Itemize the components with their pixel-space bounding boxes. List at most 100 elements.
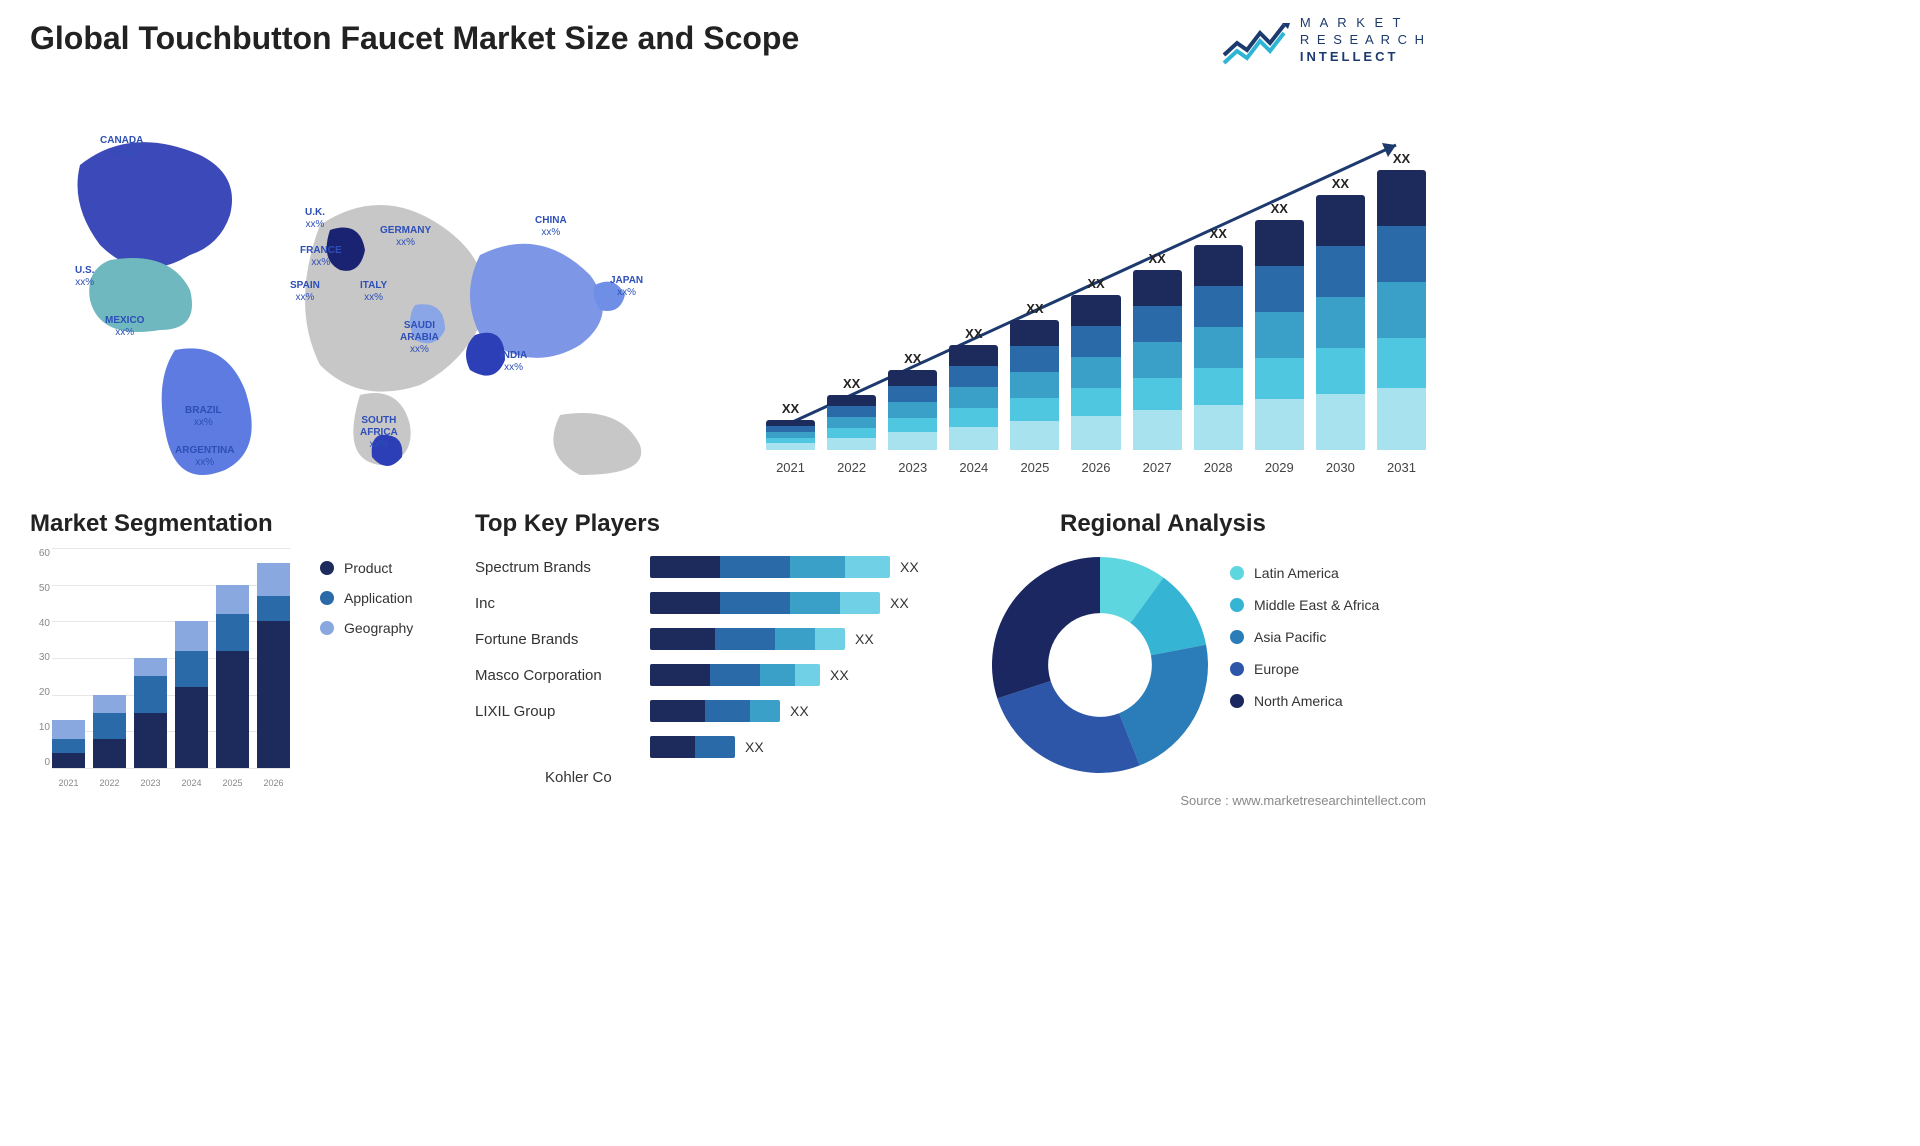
legend-dot — [1230, 630, 1244, 644]
y-tick: 20 — [30, 687, 50, 698]
bar-segment — [827, 417, 876, 428]
legend-label: North America — [1254, 693, 1343, 709]
player-segment — [650, 736, 695, 758]
y-tick: 30 — [30, 652, 50, 663]
bar-value-label: XX — [782, 401, 799, 416]
bar-segment — [1071, 295, 1120, 326]
bar-value-label: XX — [1332, 176, 1349, 191]
player-segment — [650, 664, 710, 686]
bar-segment — [1255, 266, 1304, 312]
seg-segment — [134, 676, 167, 713]
map-label: SOUTHAFRICAxx% — [360, 415, 398, 451]
player-segment — [840, 592, 880, 614]
donut-slice — [992, 557, 1100, 698]
map-label: INDIAxx% — [500, 350, 527, 374]
seg-segment — [134, 713, 167, 768]
bar-col: XX — [888, 351, 937, 450]
bar-segment — [949, 427, 998, 450]
player-segment — [695, 736, 735, 758]
seg-segment — [216, 614, 249, 651]
bar-segment — [888, 370, 937, 386]
logo-line2: R E S E A R C H — [1300, 32, 1426, 49]
bar-col: XX — [949, 326, 998, 450]
player-segment — [705, 700, 750, 722]
bar-segment — [1194, 368, 1243, 405]
player-value: XX — [900, 559, 919, 575]
bar-segment — [888, 386, 937, 402]
player-value: XX — [890, 595, 909, 611]
bar-segment — [827, 428, 876, 438]
player-row: Spectrum BrandsXX — [475, 553, 965, 581]
legend-item: North America — [1230, 693, 1379, 709]
bar-value-label: XX — [843, 376, 860, 391]
bar-stack — [1010, 320, 1059, 450]
regional-section: Regional Analysis Latin America Middle Ea… — [980, 510, 1430, 785]
bar-segment — [766, 443, 815, 450]
legend-dot — [320, 621, 334, 635]
seg-bar — [257, 563, 290, 768]
bar-segment — [1377, 170, 1426, 226]
bar-col: XX — [1316, 176, 1365, 450]
bar-segment — [949, 387, 998, 408]
source-text: Source : www.marketresearchintellect.com — [1180, 793, 1426, 808]
bar-segment — [1255, 358, 1304, 399]
map-label: MEXICOxx% — [105, 315, 144, 339]
player-bar — [650, 700, 780, 722]
segmentation-section: Market Segmentation 6050403020100 202120… — [30, 510, 450, 788]
seg-bar — [52, 720, 85, 768]
legend-label: Latin America — [1254, 565, 1339, 581]
regional-title: Regional Analysis — [1060, 510, 1266, 538]
player-segment — [720, 592, 790, 614]
bar-segment — [1377, 338, 1426, 388]
player-segment — [760, 664, 795, 686]
bar-segment — [1010, 320, 1059, 346]
page-title: Global Touchbutton Faucet Market Size an… — [30, 20, 799, 57]
x-tick: 2031 — [1377, 460, 1426, 475]
legend-label: Product — [344, 560, 392, 576]
bar-col: XX — [1194, 226, 1243, 450]
x-tick: 2027 — [1133, 460, 1182, 475]
seg-segment — [257, 621, 290, 768]
bar-value-label: XX — [965, 326, 982, 341]
map-label: ITALYxx% — [360, 280, 387, 304]
map-label: U.S.xx% — [75, 265, 94, 289]
seg-bar — [93, 695, 126, 768]
bar-segment — [1071, 357, 1120, 388]
bar-segment — [1316, 195, 1365, 246]
seg-segment — [93, 695, 126, 713]
bar-stack — [766, 420, 815, 450]
seg-segment — [52, 739, 85, 754]
player-segment — [775, 628, 815, 650]
bar-value-label: XX — [1148, 251, 1165, 266]
player-row: Inc XX — [475, 589, 965, 617]
player-bar — [650, 628, 845, 650]
legend-item: Asia Pacific — [1230, 629, 1379, 645]
x-tick: 2025 — [216, 778, 249, 788]
x-tick: 2026 — [257, 778, 290, 788]
bar-segment — [1194, 286, 1243, 327]
seg-segment — [52, 753, 85, 768]
legend-dot — [1230, 566, 1244, 580]
bar-segment — [1255, 312, 1304, 358]
legend-item: Middle East & Africa — [1230, 597, 1379, 613]
x-tick: 2021 — [766, 460, 815, 475]
players-footer: Kohler Co — [545, 769, 965, 786]
x-tick: 2022 — [827, 460, 876, 475]
player-name: Inc — [475, 595, 650, 612]
bar-value-label: XX — [1087, 276, 1104, 291]
brand-logo: M A R K E T R E S E A R C H INTELLECT — [1222, 15, 1426, 66]
map-label: GERMANYxx% — [380, 225, 431, 249]
bar-segment — [1071, 388, 1120, 416]
bar-stack — [1377, 170, 1426, 450]
bar-segment — [1010, 398, 1059, 421]
legend-label: Application — [344, 590, 413, 606]
map-label: SAUDIARABIAxx% — [400, 320, 439, 356]
legend-label: Europe — [1254, 661, 1299, 677]
segmentation-chart: 6050403020100 202120222023202420252026 — [30, 548, 290, 788]
bar-segment — [1316, 246, 1365, 297]
legend-dot — [1230, 598, 1244, 612]
bar-segment — [949, 366, 998, 387]
seg-segment — [175, 687, 208, 768]
regional-donut — [980, 545, 1220, 785]
bar-segment — [1194, 245, 1243, 286]
